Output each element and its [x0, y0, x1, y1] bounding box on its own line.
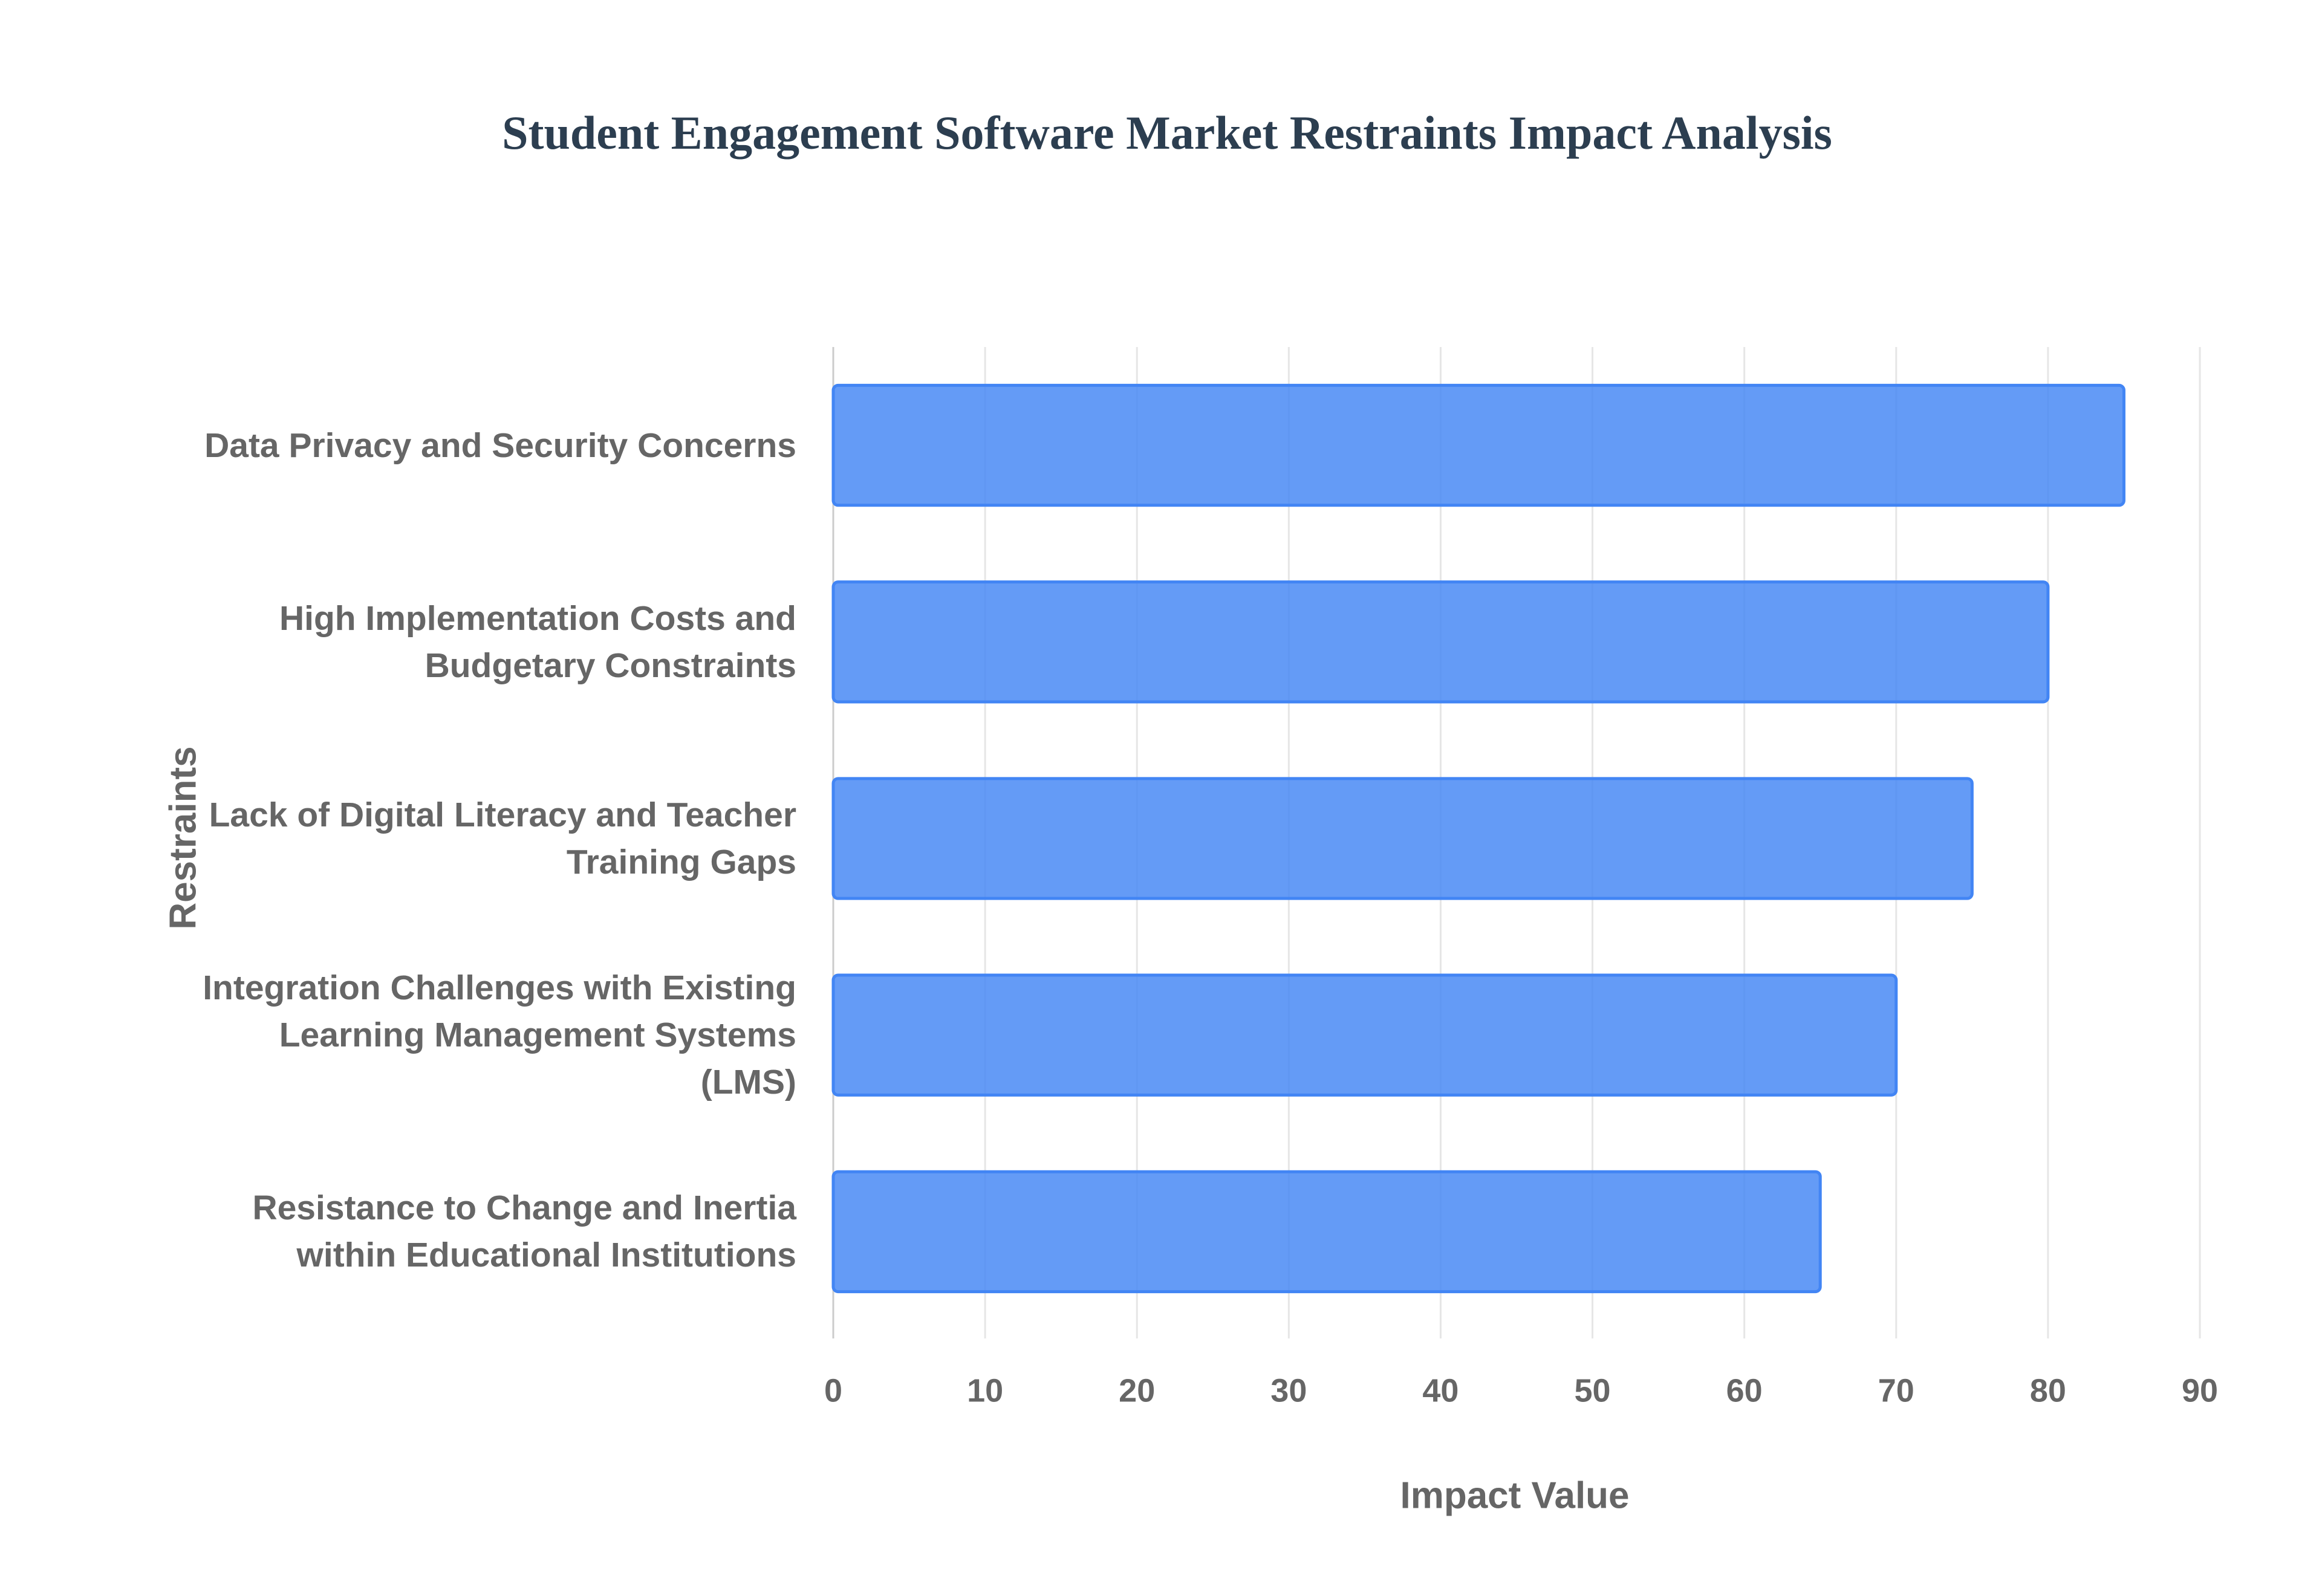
- x-tick-label: 60: [1726, 1372, 1763, 1409]
- bar: [831, 1170, 1822, 1294]
- bar: [831, 777, 1974, 900]
- y-tick-label: Resistance to Change and Inertia within …: [252, 1189, 796, 1275]
- bar: [831, 383, 2125, 507]
- x-tick-label: 70: [1878, 1372, 1914, 1409]
- x-tick-label: 80: [2030, 1372, 2066, 1409]
- x-tick-label: 0: [824, 1372, 842, 1409]
- bar: [831, 580, 2050, 704]
- x-tick-label: 20: [1119, 1372, 1155, 1409]
- y-tick-label: Data Privacy and Security Concerns: [204, 426, 796, 465]
- x-tick-label: 40: [1422, 1372, 1459, 1409]
- x-tick-label: 50: [1575, 1372, 1611, 1409]
- y-tick-label: Lack of Digital Literacy and Teacher Tra…: [209, 796, 796, 881]
- x-tick-label: 10: [967, 1372, 1003, 1409]
- chart-title: Student Engagement Software Market Restr…: [502, 106, 1832, 159]
- y-tick-label: High Implementation Costs and Budgetary …: [279, 598, 796, 685]
- y-axis-title: Restraints: [162, 746, 204, 929]
- bar: [831, 973, 1898, 1097]
- y-tick-label: Integration Challenges with Existing Lea…: [203, 968, 796, 1102]
- x-tick-label: 90: [2182, 1372, 2218, 1409]
- x-axis-title: Impact Value: [1400, 1474, 1629, 1516]
- x-tick-label: 30: [1270, 1372, 1307, 1409]
